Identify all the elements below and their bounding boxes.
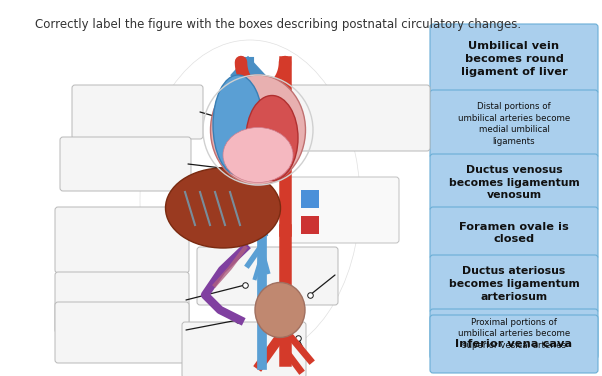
Text: Foramen ovale is
closed: Foramen ovale is closed [459, 221, 569, 244]
Ellipse shape [140, 40, 360, 360]
FancyBboxPatch shape [430, 315, 598, 373]
Ellipse shape [213, 75, 263, 175]
Text: Distal portions of
umbilical arteries become
medial umbilical
ligaments: Distal portions of umbilical arteries be… [458, 102, 570, 146]
Text: Inferior vena cava: Inferior vena cava [456, 339, 573, 349]
Ellipse shape [246, 96, 298, 180]
FancyBboxPatch shape [430, 207, 598, 259]
FancyBboxPatch shape [430, 24, 598, 94]
FancyBboxPatch shape [55, 207, 189, 273]
Ellipse shape [166, 168, 281, 248]
Text: Ductus venosus
becomes ligamentum
venosum: Ductus venosus becomes ligamentum venosu… [448, 165, 579, 200]
Text: Umbilical vein
becomes round
ligament of liver: Umbilical vein becomes round ligament of… [461, 41, 567, 77]
FancyBboxPatch shape [55, 272, 189, 333]
FancyBboxPatch shape [430, 309, 598, 359]
Ellipse shape [211, 75, 305, 185]
FancyBboxPatch shape [182, 322, 306, 376]
FancyBboxPatch shape [430, 154, 598, 211]
FancyBboxPatch shape [289, 85, 430, 151]
FancyBboxPatch shape [283, 177, 399, 243]
FancyBboxPatch shape [197, 247, 338, 305]
FancyBboxPatch shape [430, 255, 598, 313]
Ellipse shape [223, 127, 293, 182]
Text: Ductus ateriosus
becomes ligamentum
arteriosum: Ductus ateriosus becomes ligamentum arte… [448, 266, 579, 302]
Bar [301, 216, 319, 234]
FancyBboxPatch shape [60, 137, 191, 191]
Text: Correctly label the figure with the boxes describing postnatal circulatory chang: Correctly label the figure with the boxe… [35, 18, 521, 31]
Ellipse shape [255, 282, 305, 338]
FancyBboxPatch shape [430, 90, 598, 158]
Bar [301, 190, 319, 208]
Text: Proximal portions of
umbilical arteries become
superior vesical arteries: Proximal portions of umbilical arteries … [458, 318, 570, 350]
FancyBboxPatch shape [55, 302, 189, 363]
FancyBboxPatch shape [72, 85, 203, 139]
